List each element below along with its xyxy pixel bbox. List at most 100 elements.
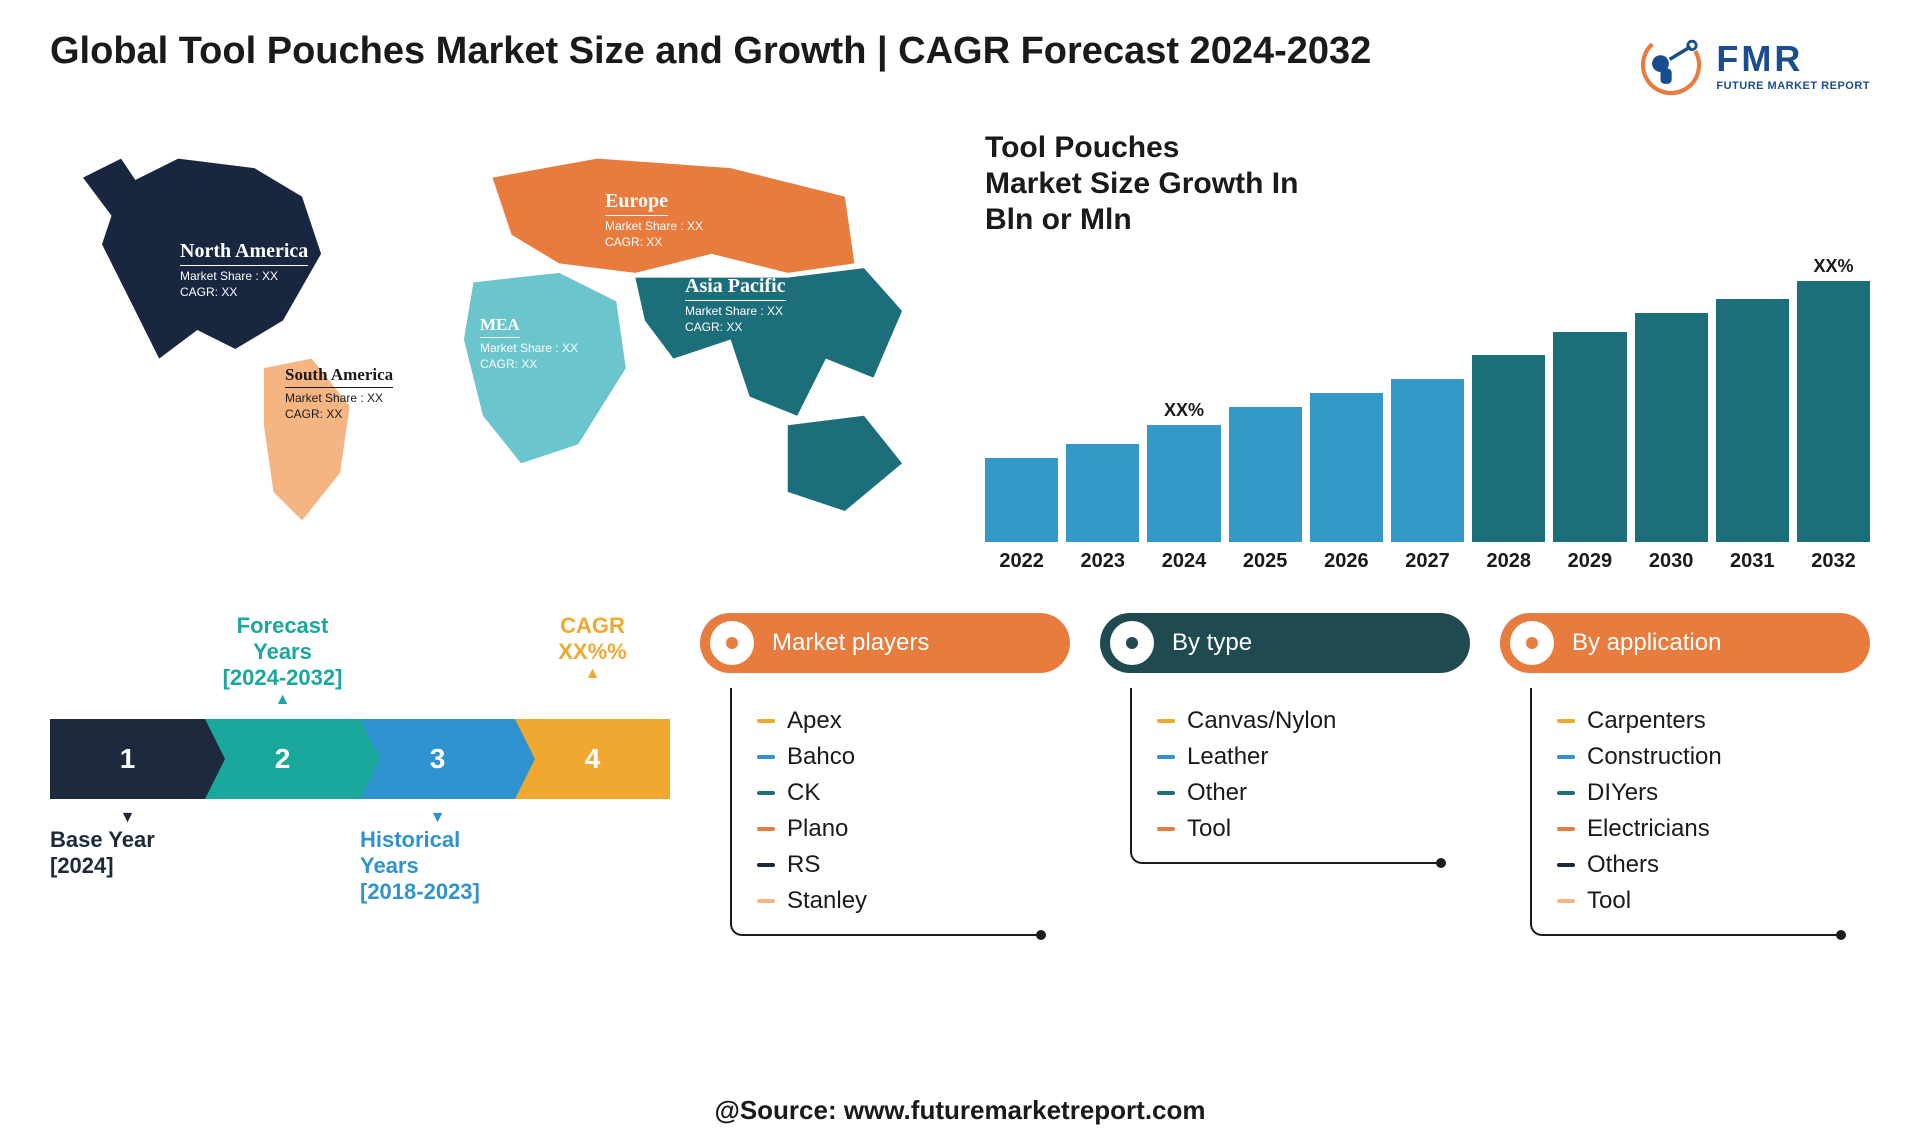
tick-icon (757, 827, 775, 831)
bar (1310, 393, 1383, 542)
logo-text-main: FMR (1716, 38, 1870, 80)
category-item: Others (1557, 847, 1830, 883)
category-list: Canvas/NylonLeatherOtherTool (1130, 688, 1440, 864)
category-header: Market players (700, 613, 1070, 673)
bar-col: XX% 2032 (1797, 256, 1870, 573)
chart-title: Tool PouchesMarket Size Growth InBln or … (985, 130, 1870, 238)
dot-icon (1110, 621, 1154, 665)
dot-icon (710, 621, 754, 665)
label-sa: South America Market Share : XX CAGR: XX (285, 365, 393, 422)
bar (1716, 299, 1789, 542)
category-item: Electricians (1557, 811, 1830, 847)
category-header: By type (1100, 613, 1470, 673)
tick-icon (1557, 827, 1575, 831)
category-item: Plano (757, 811, 1030, 847)
timeline: Forecast Years[2024-2032]▲ CAGRXX%%▲ 1234… (50, 613, 670, 936)
bar-year-label: 2030 (1649, 550, 1694, 573)
label-ap: Asia Pacific Market Share : XX CAGR: XX (685, 275, 786, 335)
bar-annotation: XX% (1813, 256, 1853, 277)
logo-text-sub: FUTURE MARKET REPORT (1716, 80, 1870, 92)
bar-col: 2027 (1391, 379, 1464, 573)
bar-year-label: 2026 (1324, 550, 1369, 573)
timeline-top-label: CAGRXX%%▲ (515, 613, 670, 709)
timeline-segment: 2 (205, 719, 360, 799)
category-item: Construction (1557, 739, 1830, 775)
tick-icon (757, 791, 775, 795)
bar (1391, 379, 1464, 542)
bar (985, 458, 1058, 542)
bar-year-label: 2025 (1243, 550, 1288, 573)
bar-col: 2029 (1553, 332, 1626, 573)
bar-col: 2028 (1472, 355, 1545, 573)
bar (1797, 281, 1870, 542)
timeline-top-label: Forecast Years[2024-2032]▲ (205, 613, 360, 709)
source-text: @Source: www.futuremarketreport.com (714, 1095, 1205, 1126)
bar (1147, 425, 1220, 542)
category-list: CarpentersConstructionDIYersElectricians… (1530, 688, 1840, 936)
bar (1229, 407, 1302, 542)
category-item: Tool (1557, 883, 1830, 919)
page-title: Global Tool Pouches Market Size and Grow… (50, 30, 1371, 73)
bar-col: XX% 2024 (1147, 400, 1220, 573)
tick-icon (1157, 827, 1175, 831)
category-column: Market players ApexBahcoCKPlanoRSStanley (700, 613, 1070, 936)
bar-col: 2030 (1635, 313, 1708, 573)
tick-icon (1157, 791, 1175, 795)
category-item: Stanley (757, 883, 1030, 919)
category-item: Leather (1157, 739, 1430, 775)
category-item: CK (757, 775, 1030, 811)
tick-icon (1557, 863, 1575, 867)
label-na: North America Market Share : XX CAGR: XX (180, 240, 308, 300)
logo-icon (1636, 30, 1706, 100)
tick-icon (757, 719, 775, 723)
categories: Market players ApexBahcoCKPlanoRSStanley… (700, 613, 1870, 936)
bar-chart: 2022 2023 XX% 2024 2025 2026 2027 2028 2… (985, 253, 1870, 573)
bar-chart-section: Tool PouchesMarket Size Growth InBln or … (965, 130, 1870, 573)
label-mea: MEA Market Share : XX CAGR: XX (480, 315, 578, 372)
bar-year-label: 2023 (1081, 550, 1126, 573)
bar (1472, 355, 1545, 542)
dot-icon (1510, 621, 1554, 665)
bar-year-label: 2029 (1568, 550, 1613, 573)
category-header: By application (1500, 613, 1870, 673)
category-column: By type Canvas/NylonLeatherOtherTool (1100, 613, 1470, 936)
category-item: Carpenters (1557, 703, 1830, 739)
category-item: Other (1157, 775, 1430, 811)
timeline-segment: 3 (360, 719, 515, 799)
timeline-bottom-label: ▼Base Year[2024] (50, 809, 205, 905)
tick-icon (1157, 755, 1175, 759)
bar-year-label: 2024 (1162, 550, 1207, 573)
category-item: Tool (1157, 811, 1430, 847)
category-item: Canvas/Nylon (1157, 703, 1430, 739)
category-item: RS (757, 847, 1030, 883)
bar-year-label: 2031 (1730, 550, 1775, 573)
bar (1635, 313, 1708, 542)
bar-year-label: 2028 (1486, 550, 1531, 573)
bar-year-label: 2027 (1405, 550, 1450, 573)
timeline-segment: 1 (50, 719, 205, 799)
category-item: Bahco (757, 739, 1030, 775)
tick-icon (1157, 719, 1175, 723)
category-list: ApexBahcoCKPlanoRSStanley (730, 688, 1040, 936)
category-item: Apex (757, 703, 1030, 739)
bar-annotation: XX% (1164, 400, 1204, 421)
bar (1066, 444, 1139, 542)
bar-col: 2023 (1066, 444, 1139, 573)
tick-icon (1557, 755, 1575, 759)
bar-col: 2025 (1229, 407, 1302, 573)
bar-col: 2031 (1716, 299, 1789, 573)
world-map: North America Market Share : XX CAGR: XX… (50, 130, 935, 530)
tick-icon (1557, 719, 1575, 723)
timeline-bottom-label: ▼Historical Years[2018-2023] (360, 809, 515, 905)
bar-col: 2026 (1310, 393, 1383, 573)
label-eu: Europe Market Share : XX CAGR: XX (605, 190, 703, 250)
tick-icon (757, 899, 775, 903)
bar-year-label: 2022 (999, 550, 1044, 573)
bar (1553, 332, 1626, 542)
timeline-segment: 4 (515, 719, 670, 799)
tick-icon (1557, 899, 1575, 903)
category-item: DIYers (1557, 775, 1830, 811)
tick-icon (757, 755, 775, 759)
bar-year-label: 2032 (1811, 550, 1856, 573)
bar-col: 2022 (985, 458, 1058, 573)
